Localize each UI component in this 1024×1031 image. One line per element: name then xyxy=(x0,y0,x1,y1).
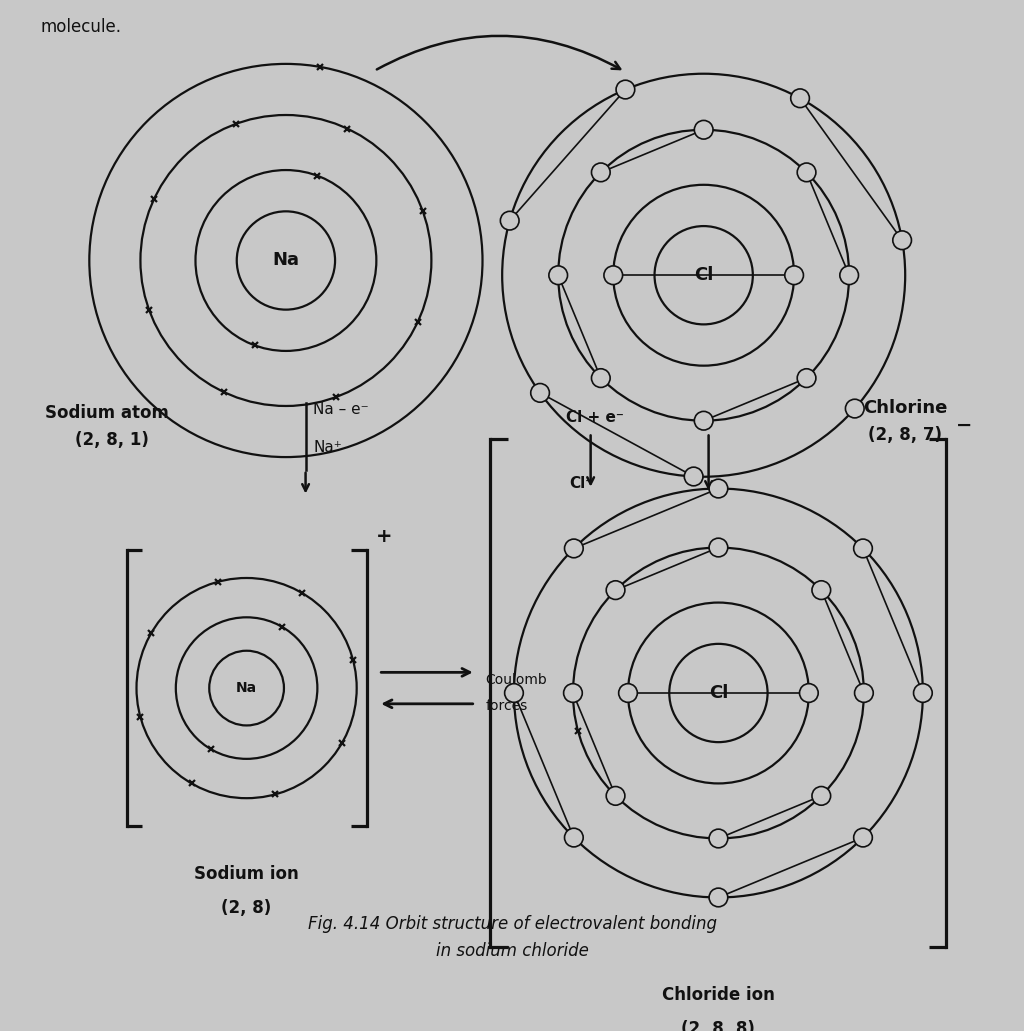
FancyArrowPatch shape xyxy=(377,36,621,69)
Text: forces: forces xyxy=(485,699,527,712)
Circle shape xyxy=(604,266,623,285)
Circle shape xyxy=(694,411,713,430)
Text: in sodium chloride: in sodium chloride xyxy=(435,941,589,960)
Circle shape xyxy=(564,828,584,846)
Text: Cl⁻: Cl⁻ xyxy=(569,476,593,491)
Circle shape xyxy=(654,226,753,325)
Text: +: + xyxy=(377,527,393,545)
Text: (2, 8): (2, 8) xyxy=(221,899,271,918)
Circle shape xyxy=(209,651,284,726)
Text: Sodium atom: Sodium atom xyxy=(45,404,169,422)
Text: (2, 8, 1): (2, 8, 1) xyxy=(75,431,148,450)
Text: molecule.: molecule. xyxy=(40,18,121,36)
Circle shape xyxy=(893,231,911,250)
Circle shape xyxy=(505,684,523,702)
Text: Sodium ion: Sodium ion xyxy=(195,865,299,883)
Circle shape xyxy=(798,369,816,388)
Text: Coulomb: Coulomb xyxy=(485,673,547,688)
Circle shape xyxy=(812,580,830,599)
Circle shape xyxy=(563,684,583,702)
Circle shape xyxy=(800,684,818,702)
Text: Fig. 4.14 Orbit structure of electrovalent bonding: Fig. 4.14 Orbit structure of electrovale… xyxy=(307,914,717,933)
Circle shape xyxy=(564,539,584,558)
Circle shape xyxy=(846,399,864,418)
Text: Na: Na xyxy=(237,681,257,695)
Circle shape xyxy=(592,163,610,181)
Text: Cl + e⁻: Cl + e⁻ xyxy=(566,410,624,425)
Circle shape xyxy=(501,211,519,230)
Text: Chlorine: Chlorine xyxy=(863,399,947,417)
Circle shape xyxy=(854,828,872,846)
Circle shape xyxy=(618,684,637,702)
Text: Na – e⁻: Na – e⁻ xyxy=(313,402,369,418)
Circle shape xyxy=(854,539,872,558)
Circle shape xyxy=(237,211,335,309)
Circle shape xyxy=(670,643,768,742)
Circle shape xyxy=(913,684,932,702)
Circle shape xyxy=(784,266,804,285)
Circle shape xyxy=(694,121,713,139)
Text: Cl: Cl xyxy=(709,684,728,702)
Circle shape xyxy=(855,684,873,702)
Circle shape xyxy=(530,384,550,402)
Text: (2, 8, 7): (2, 8, 7) xyxy=(868,427,942,444)
Text: Cl: Cl xyxy=(694,266,714,285)
Text: −: − xyxy=(956,415,973,434)
Circle shape xyxy=(684,467,702,486)
Circle shape xyxy=(709,888,728,907)
Text: Na: Na xyxy=(272,252,299,269)
Circle shape xyxy=(791,89,809,107)
Circle shape xyxy=(709,829,728,847)
Circle shape xyxy=(592,369,610,388)
Text: Chloride ion: Chloride ion xyxy=(662,986,775,1004)
Circle shape xyxy=(606,580,625,599)
Circle shape xyxy=(616,80,635,99)
Circle shape xyxy=(798,163,816,181)
Circle shape xyxy=(549,266,567,285)
Circle shape xyxy=(812,787,830,805)
Circle shape xyxy=(840,266,858,285)
Circle shape xyxy=(709,479,728,498)
Text: (2, 8, 8): (2, 8, 8) xyxy=(682,1021,756,1031)
Text: Na⁺: Na⁺ xyxy=(313,440,342,455)
Circle shape xyxy=(709,538,728,557)
Circle shape xyxy=(606,787,625,805)
